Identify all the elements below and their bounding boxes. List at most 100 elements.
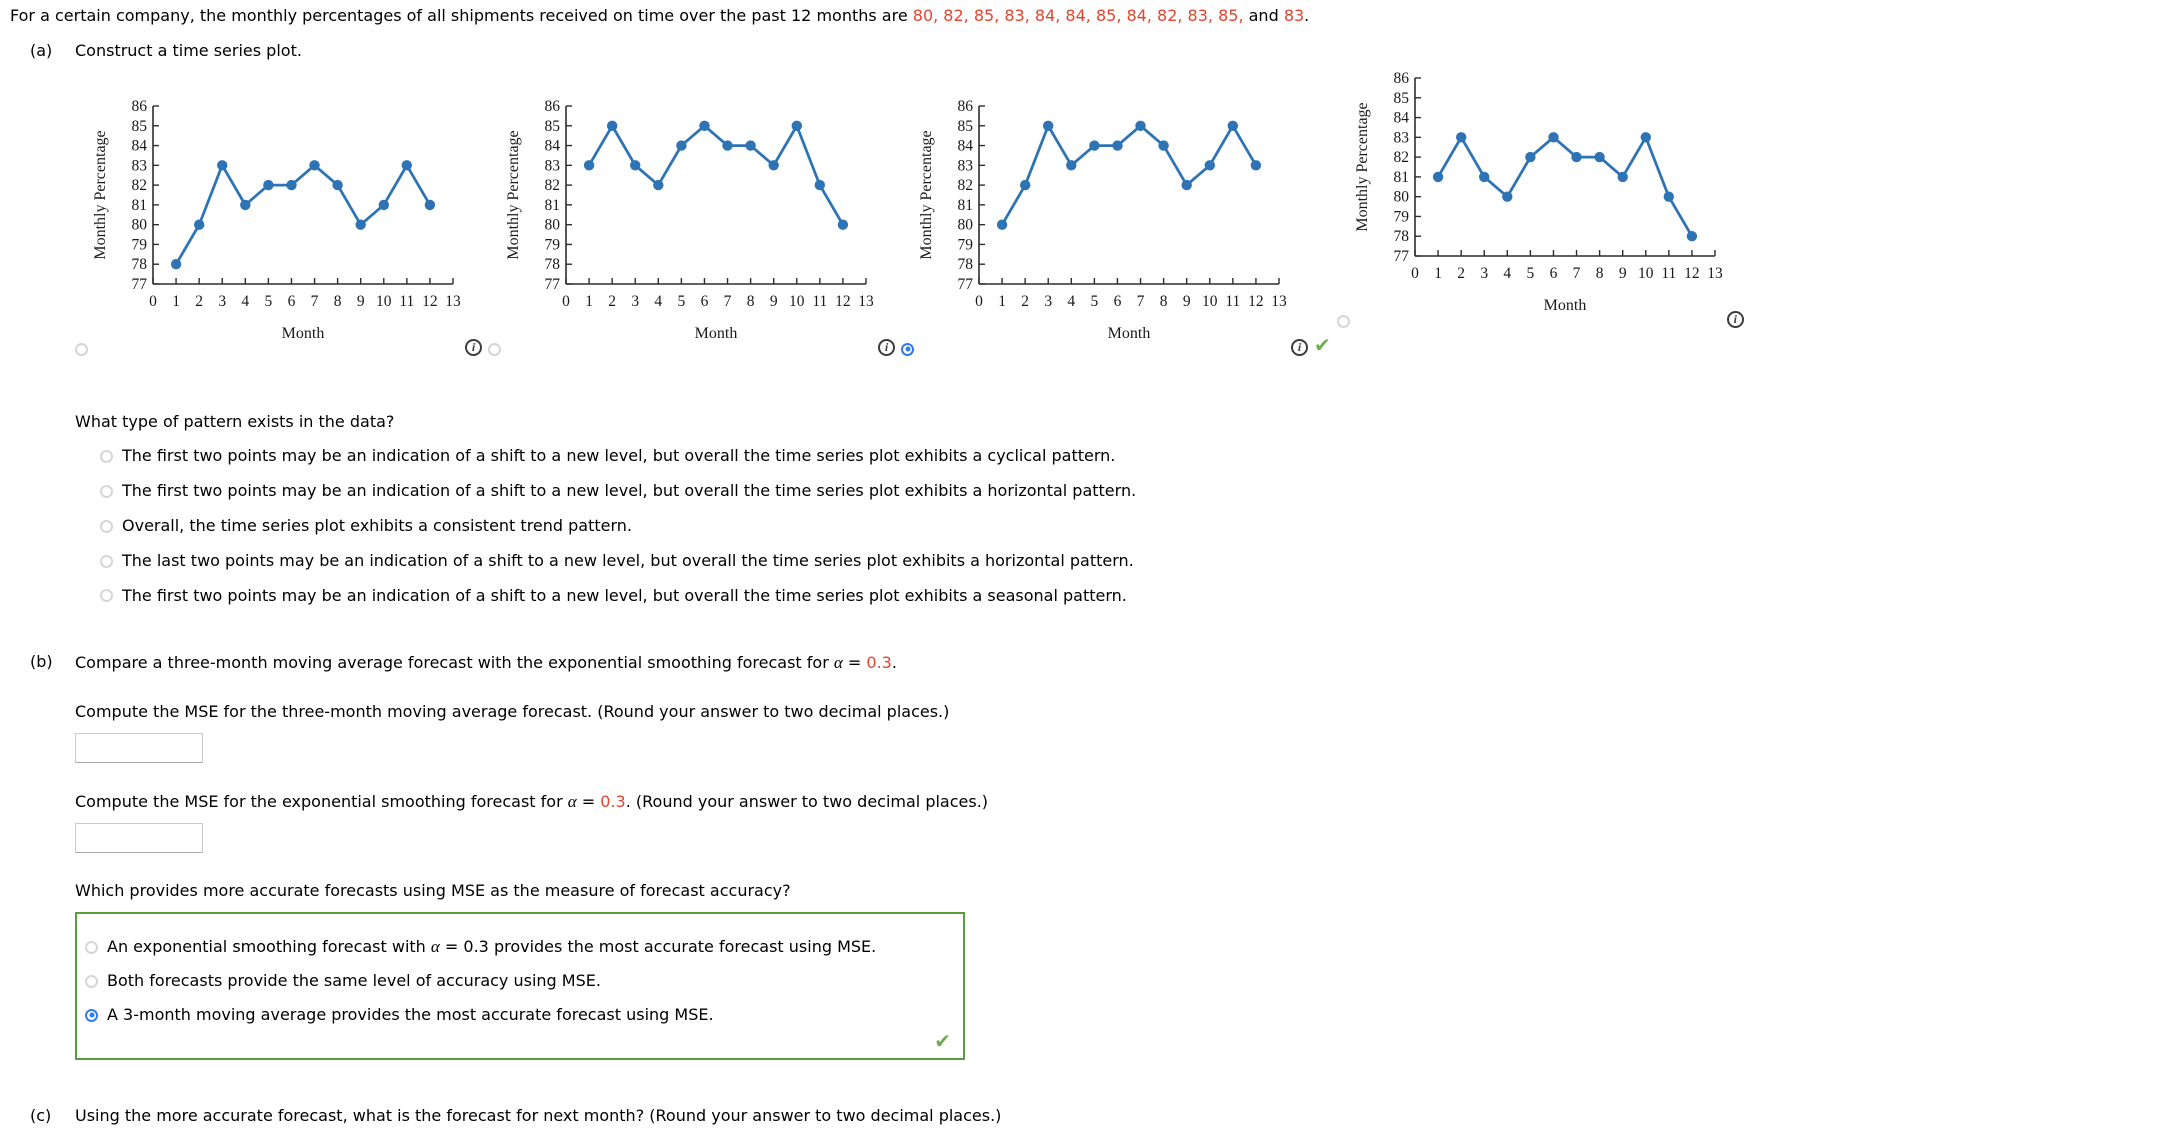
intro-prefix: For a certain company, the monthly perce… (10, 6, 913, 25)
pattern-option-3: Overall, the time series plot exhibits a… (100, 516, 2170, 537)
svg-text:Monthly Percentage: Monthly Percentage (1354, 102, 1371, 231)
svg-text:9: 9 (770, 293, 778, 310)
svg-text:9: 9 (1183, 293, 1191, 310)
pattern-option-2-radio[interactable] (100, 485, 113, 499)
alpha-symbol: α (567, 792, 577, 812)
svg-text:0: 0 (975, 293, 983, 310)
svg-text:5: 5 (678, 293, 686, 310)
svg-text:81: 81 (1393, 168, 1409, 185)
svg-text:84: 84 (958, 137, 974, 154)
data-last-value: 83 (1283, 6, 1305, 25)
svg-text:81: 81 (958, 196, 974, 213)
accuracy-question-prompt: Which provides more accurate forecasts u… (75, 881, 791, 901)
alpha-symbol: α (430, 937, 440, 957)
svg-text:83: 83 (1393, 129, 1409, 146)
svg-text:79: 79 (545, 236, 561, 253)
svg-text:0: 0 (562, 293, 570, 310)
svg-text:83: 83 (545, 157, 561, 174)
svg-text:78: 78 (1393, 228, 1409, 245)
svg-text:11: 11 (812, 293, 827, 310)
svg-text:80: 80 (958, 216, 974, 233)
chart-option-2: 77 78 79 80 81 82 83 84 85 86 0 1 2 3 4 5 6 7 8 9 10 11 12 13 Mo… (488, 88, 895, 356)
pattern-option-4-label: The last two points may be an indication… (122, 550, 1134, 570)
svg-text:80: 80 (1393, 188, 1409, 205)
pattern-option-4-radio[interactable] (100, 554, 113, 568)
svg-text:2: 2 (608, 293, 616, 310)
chart-option-3-radio[interactable] (901, 342, 914, 356)
svg-text:11: 11 (1661, 265, 1676, 282)
accuracy-option-3-label: A 3-month moving average provides the mo… (107, 1004, 714, 1026)
info-icon[interactable]: i (465, 338, 482, 356)
accuracy-option-2-label: Both forecasts provide the same level of… (107, 970, 601, 992)
option-text: An exponential smoothing forecast with (107, 937, 431, 957)
part-b-label: (b) (30, 652, 53, 672)
pattern-options: The first two points may be an indicatio… (75, 446, 2170, 606)
svg-text:85: 85 (1393, 89, 1409, 106)
pattern-option-1: The first two points may be an indicatio… (100, 446, 2170, 467)
svg-text:80: 80 (545, 216, 561, 233)
svg-text:4: 4 (654, 293, 662, 310)
part-a: (a) Construct a time series plot. 77 78 79… (10, 41, 2170, 607)
pattern-option-4: The last two points may be an indication… (100, 551, 2170, 572)
mse-es-input[interactable] (75, 823, 203, 854)
svg-text:3: 3 (1480, 265, 1488, 282)
svg-text:86: 86 (132, 98, 148, 115)
pattern-option-5-radio[interactable] (100, 589, 113, 603)
svg-text:84: 84 (545, 137, 561, 154)
svg-text:79: 79 (958, 236, 974, 253)
info-icon[interactable]: i (1726, 310, 1744, 328)
svg-text:Monthly Percentage: Monthly Percentage (92, 130, 109, 259)
svg-text:10: 10 (376, 293, 392, 310)
accuracy-option-1-radio[interactable] (85, 940, 98, 954)
chart-option-1-radio[interactable] (75, 342, 88, 356)
accuracy-option-2-radio[interactable] (85, 974, 98, 988)
pattern-option-1-radio[interactable] (100, 450, 113, 464)
svg-text:10: 10 (789, 293, 805, 310)
mse-es-question: Compute the MSE for the exponential smoo… (75, 791, 2170, 813)
info-icon[interactable]: i (878, 338, 895, 356)
svg-text:Month: Month (695, 325, 738, 342)
svg-text:2: 2 (195, 293, 203, 310)
pattern-option-3-radio[interactable] (100, 519, 113, 533)
svg-text:5: 5 (265, 293, 273, 310)
chart-option-3: 77 78 79 80 81 82 83 84 85 86 0 1 2 3 4 5 6 7 8 9 10 11 12 13 Mo… (901, 88, 1331, 357)
part-b-title-suffix: . (891, 653, 897, 673)
svg-text:78: 78 (132, 256, 148, 273)
alpha-value: 0.3 (866, 653, 892, 673)
part-a-label: (a) (30, 40, 53, 60)
svg-text:6: 6 (1549, 265, 1557, 282)
svg-text:3: 3 (631, 293, 639, 310)
svg-text:4: 4 (1067, 293, 1075, 310)
svg-text:5: 5 (1091, 293, 1099, 310)
pattern-option-5: The first two points may be an indicatio… (100, 586, 2170, 607)
svg-text:77: 77 (545, 276, 561, 293)
accuracy-option-1: An exponential smoothing forecast with α… (85, 936, 951, 958)
svg-text:2: 2 (1457, 265, 1465, 282)
part-a-title: Construct a time series plot. (75, 40, 302, 60)
accuracy-option-3-radio[interactable] (85, 1008, 98, 1022)
chart-option-4-radio[interactable] (1336, 314, 1350, 328)
part-c: (c) Using the more accurate forecast, wh… (10, 1106, 2170, 1136)
svg-text:85: 85 (545, 117, 561, 134)
svg-text:84: 84 (1393, 109, 1409, 126)
pattern-question-prompt: What type of pattern exists in the data? (75, 411, 395, 431)
svg-text:1: 1 (1434, 265, 1442, 282)
mse-es-prefix: Compute the MSE for the exponential smoo… (75, 792, 568, 812)
mse-ma-input[interactable] (75, 733, 203, 764)
svg-text:13: 13 (858, 293, 873, 310)
chart-option-2-radio[interactable] (488, 342, 501, 356)
svg-text:7: 7 (311, 293, 319, 310)
svg-text:7: 7 (1572, 265, 1580, 282)
svg-text:2: 2 (1021, 293, 1029, 310)
pattern-option-2: The first two points may be an indicatio… (100, 481, 2170, 502)
svg-text:83: 83 (958, 157, 974, 174)
part-b-title-prefix: Compare a three-month moving average for… (75, 653, 834, 673)
info-icon[interactable]: i (1291, 338, 1308, 356)
svg-text:Monthly Percentage: Monthly Percentage (918, 130, 935, 259)
svg-text:9: 9 (1619, 265, 1627, 282)
accuracy-option-3: A 3-month moving average provides the mo… (85, 1004, 951, 1026)
svg-text:0: 0 (149, 293, 157, 310)
svg-text:1: 1 (585, 293, 593, 310)
